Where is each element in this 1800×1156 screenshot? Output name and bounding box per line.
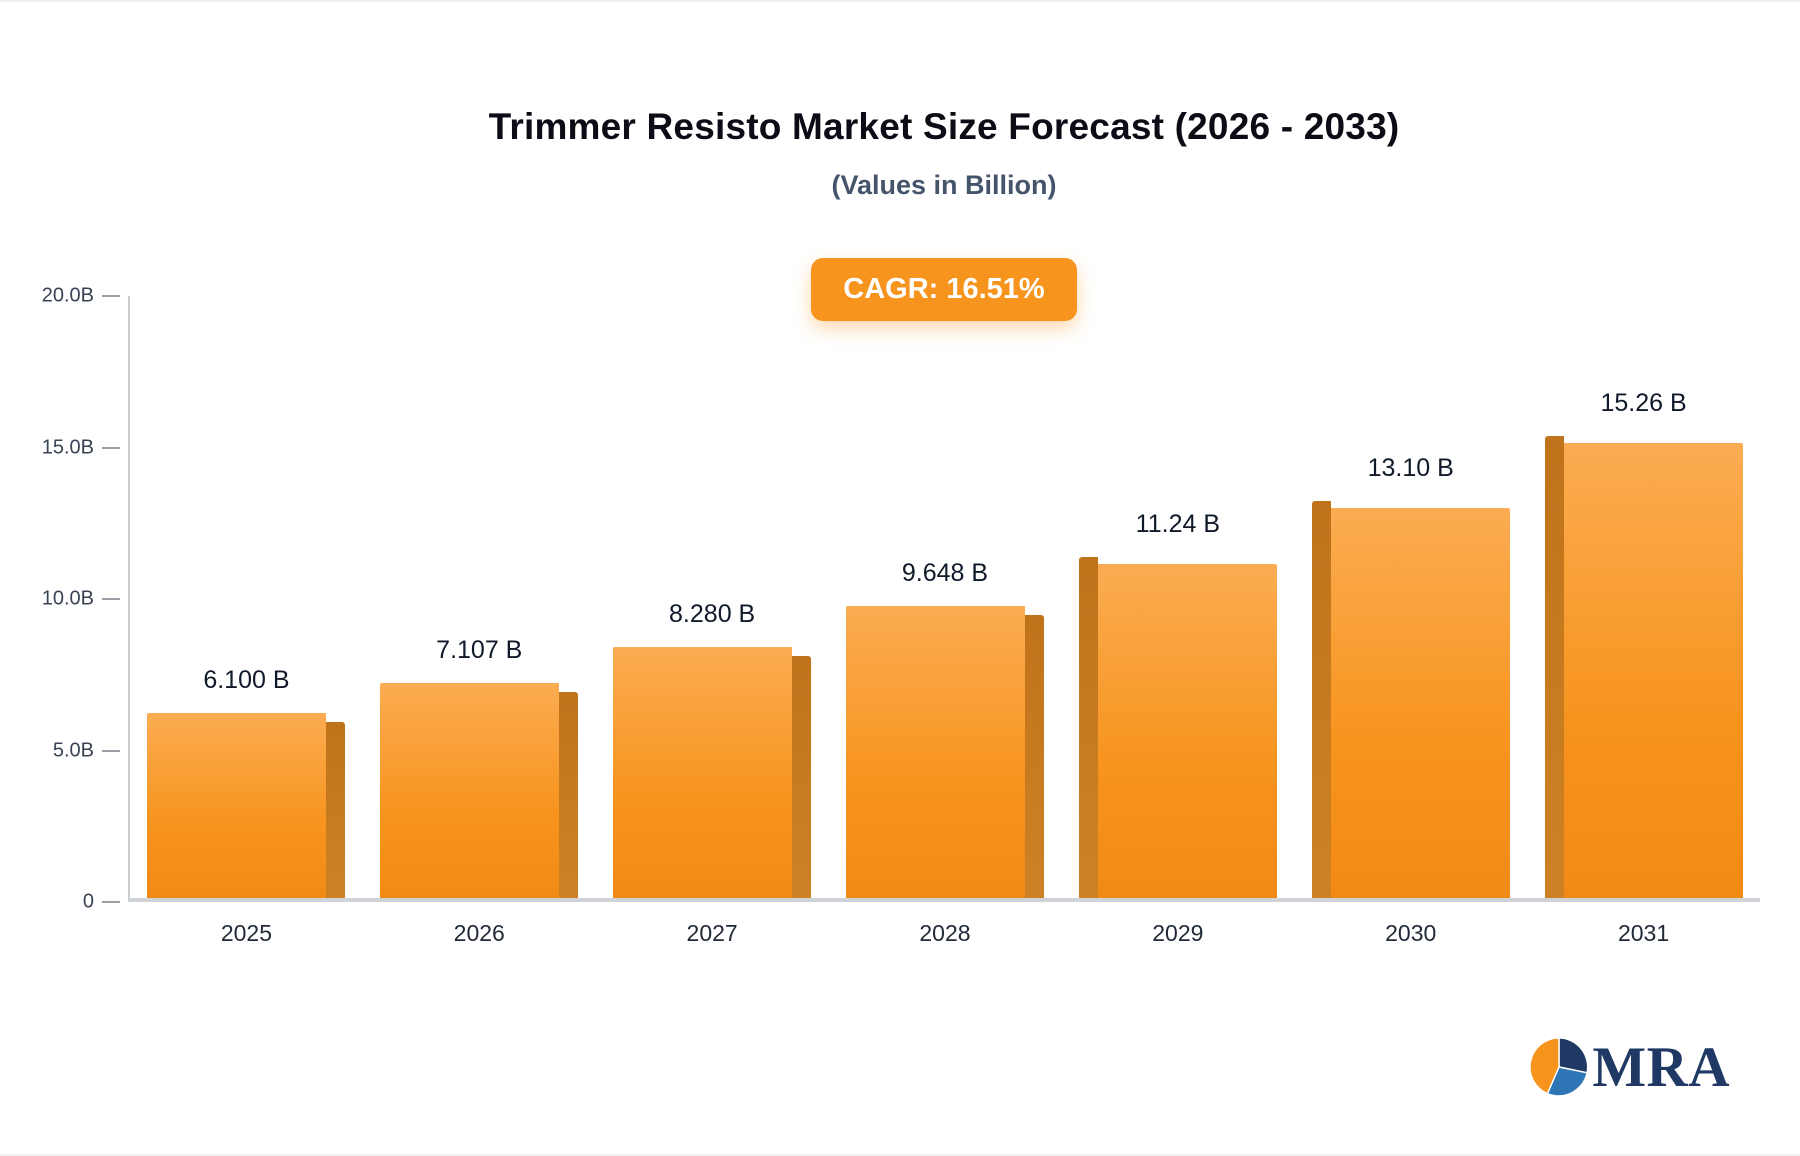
bar-front-face	[613, 647, 793, 898]
x-axis-label: 2030	[1385, 920, 1437, 946]
bar-value-label: 15.26 B	[1600, 388, 1687, 417]
bar-slot-2028: 9.648 B 2028	[829, 296, 1062, 946]
bar-front-face	[1563, 442, 1743, 898]
bar-slot-2031: 15.26 B 2031	[1527, 296, 1760, 946]
x-axis-label: 2026	[453, 920, 505, 946]
cagr-badge-row: CAGR: 16.51%	[128, 258, 1760, 321]
y-tick-label: 15.0B	[41, 436, 94, 458]
bar-value-label: 7.107 B	[436, 635, 523, 664]
bar-2025	[147, 713, 346, 898]
bar-side-face	[326, 722, 346, 898]
bar-front-face	[845, 605, 1025, 898]
mra-logo-text: MRA	[1592, 1035, 1730, 1099]
bar-2030	[1311, 501, 1510, 898]
x-axis-label: 2027	[686, 920, 738, 946]
bar-front-face	[1097, 564, 1277, 898]
bar-2026	[380, 682, 579, 898]
y-tick-mark	[102, 749, 120, 752]
mra-logo: MRA	[1528, 1036, 1730, 1098]
x-axis-label: 2028	[919, 920, 971, 946]
bar-side-face	[1024, 614, 1044, 898]
bar-value-label: 6.100 B	[203, 666, 290, 695]
y-tick-label: 5.0B	[52, 739, 94, 761]
bar-value-label: 8.280 B	[669, 600, 756, 629]
y-tick-mark	[102, 901, 120, 903]
bar-side-face	[1311, 501, 1331, 898]
y-tick-label: 10.0B	[41, 587, 94, 610]
x-axis-label: 2029	[1152, 920, 1204, 946]
y-tick-mark	[102, 598, 120, 600]
y-tick-label: 20.0B	[41, 284, 94, 307]
bar-side-face	[1544, 435, 1564, 898]
bar-slot-2030: 13.10 B 2030	[1294, 296, 1527, 946]
bar-slot-2027: 8.280 B 2027	[596, 296, 829, 946]
bar-side-face	[792, 656, 812, 898]
bars-layer: 6.100 B 2025 7.107 B 2026 8.280 B 2027 9.648 B…	[130, 296, 1760, 946]
y-axis: 20.0B 15.0B 10.0B 5.0B 0	[42, 285, 1760, 913]
bar-2027	[613, 647, 812, 898]
bar-2028	[845, 605, 1044, 898]
bar-value-label: 11.24 B	[1135, 510, 1220, 539]
bar-2029	[1078, 557, 1277, 898]
bar-slot-2026: 7.107 B 2026	[363, 296, 596, 946]
chart-title: Trimmer Resisto Market Size Forecast (20…	[488, 106, 1400, 147]
cagr-badge: CAGR: 16.51%	[811, 258, 1077, 321]
bar-value-label: 13.10 B	[1367, 454, 1454, 483]
x-axis-label: 2025	[220, 920, 272, 946]
bar-side-face	[559, 691, 579, 898]
y-tick-label: 0	[82, 890, 94, 913]
bar-value-label: 9.648 B	[901, 558, 989, 587]
chart-subtitle: (Values in Billion)	[831, 170, 1057, 200]
mra-logo-icon	[1529, 1037, 1589, 1097]
bar-slot-2025: 6.100 B 2025	[130, 296, 363, 946]
x-axis-label: 2031	[1617, 920, 1670, 946]
bar-side-face	[1078, 557, 1098, 898]
bar-2031	[1544, 435, 1743, 898]
bar-slot-2029: 11.24 B 2029	[1061, 296, 1294, 946]
bar-front-face	[380, 682, 560, 898]
bar-front-face	[1330, 508, 1510, 898]
bar-front-face	[147, 713, 327, 898]
y-tick-mark	[102, 446, 120, 449]
y-tick-mark	[102, 295, 120, 297]
